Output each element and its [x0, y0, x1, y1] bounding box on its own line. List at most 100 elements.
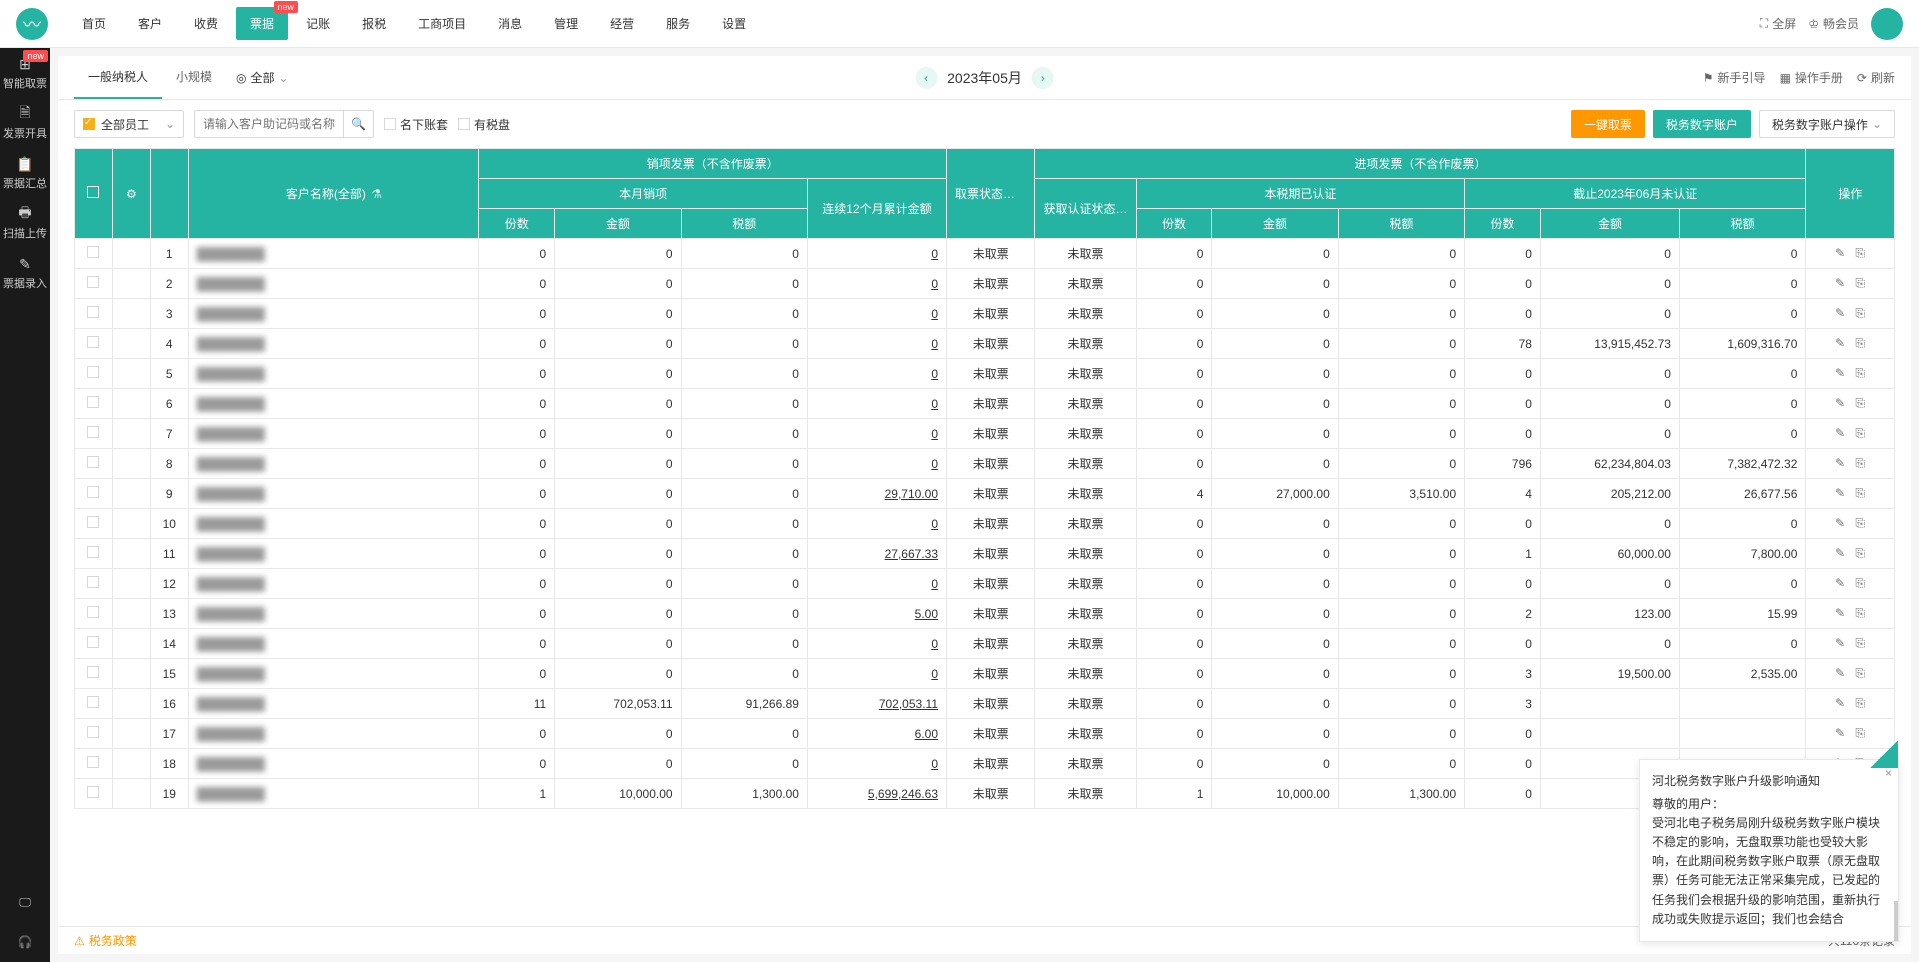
edit-icon[interactable]: ✎ — [1832, 606, 1848, 622]
topnav-item[interactable]: 客户 — [124, 7, 176, 40]
edit-icon[interactable]: ✎ — [1832, 726, 1848, 742]
scope-selector[interactable]: ◎ 全部 ⌄ — [236, 69, 289, 86]
topnav-item[interactable]: 经营 — [596, 7, 648, 40]
topnav-item[interactable]: 管理 — [540, 7, 592, 40]
fullscreen-button[interactable]: ⛶ 全屏 — [1760, 15, 1796, 32]
row-checkbox[interactable] — [75, 239, 113, 269]
topnav-item[interactable]: 报税 — [348, 7, 400, 40]
cumulative[interactable]: 0 — [807, 659, 946, 689]
row-checkbox[interactable] — [75, 329, 113, 359]
cumulative[interactable]: 0 — [807, 239, 946, 269]
sidebar-help[interactable]: 🎧 — [0, 922, 50, 962]
more-icon[interactable]: ⎘ — [1852, 696, 1868, 712]
topnav-item[interactable]: 记账 — [292, 7, 344, 40]
edit-icon[interactable]: ✎ — [1832, 366, 1848, 382]
row-checkbox[interactable] — [75, 749, 113, 779]
row-checkbox[interactable] — [75, 599, 113, 629]
row-checkbox[interactable] — [75, 359, 113, 389]
cumulative[interactable]: 5,699,246.63 — [807, 779, 946, 809]
tax-policy-link[interactable]: ⚠ 税务政策 — [74, 932, 137, 949]
customer-name[interactable]: ████████ — [188, 449, 479, 479]
more-icon[interactable]: ⎘ — [1852, 366, 1868, 382]
notification-close-button[interactable]: × — [1885, 764, 1892, 783]
cumulative[interactable]: 0 — [807, 419, 946, 449]
customer-name[interactable]: ████████ — [188, 659, 479, 689]
topnav-item[interactable]: 收费 — [180, 7, 232, 40]
edit-icon[interactable]: ✎ — [1832, 486, 1848, 502]
edit-icon[interactable]: ✎ — [1832, 546, 1848, 562]
cumulative[interactable]: 6.00 — [807, 719, 946, 749]
customer-name[interactable]: ████████ — [188, 389, 479, 419]
row-checkbox[interactable] — [75, 569, 113, 599]
topnav-item[interactable]: 票据new — [236, 7, 288, 40]
edit-icon[interactable]: ✎ — [1832, 576, 1848, 592]
row-checkbox[interactable] — [75, 479, 113, 509]
row-checkbox[interactable] — [75, 719, 113, 749]
row-checkbox[interactable] — [75, 779, 113, 809]
row-checkbox[interactable] — [75, 299, 113, 329]
more-icon[interactable]: ⎘ — [1852, 456, 1868, 472]
topnav-item[interactable]: 消息 — [484, 7, 536, 40]
more-icon[interactable]: ⎘ — [1852, 426, 1868, 442]
customer-name[interactable]: ████████ — [188, 569, 479, 599]
edit-icon[interactable]: ✎ — [1832, 666, 1848, 682]
customer-name[interactable]: ████████ — [188, 359, 479, 389]
cumulative[interactable]: 0 — [807, 629, 946, 659]
customer-name[interactable]: ████████ — [188, 329, 479, 359]
refresh-link[interactable]: ⟳刷新 — [1857, 69, 1895, 86]
more-icon[interactable]: ⎘ — [1852, 576, 1868, 592]
edit-icon[interactable]: ✎ — [1832, 396, 1848, 412]
date-next-button[interactable]: › — [1032, 67, 1054, 89]
search-input[interactable] — [194, 110, 344, 138]
edit-icon[interactable]: ✎ — [1832, 336, 1848, 352]
edit-icon[interactable]: ✎ — [1832, 456, 1848, 472]
customer-name[interactable]: ████████ — [188, 419, 479, 449]
topnav-item[interactable]: 服务 — [652, 7, 704, 40]
row-checkbox[interactable] — [75, 389, 113, 419]
member-button[interactable]: ♔ 畅会员 — [1808, 15, 1859, 32]
sidebar-item[interactable]: ✎票据录入 — [0, 248, 50, 298]
more-icon[interactable]: ⎘ — [1852, 666, 1868, 682]
cumulative[interactable]: 0 — [807, 389, 946, 419]
cumulative[interactable]: 5.00 — [807, 599, 946, 629]
sidebar-monitor[interactable]: 🖵 — [0, 882, 50, 922]
date-label[interactable]: 2023年05月 — [947, 68, 1022, 88]
has-disk-checkbox[interactable]: 有税盘 — [458, 116, 510, 133]
customer-name[interactable]: ████████ — [188, 719, 479, 749]
more-icon[interactable]: ⎘ — [1852, 246, 1868, 262]
cumulative[interactable]: 0 — [807, 569, 946, 599]
more-icon[interactable]: ⎘ — [1852, 336, 1868, 352]
tab[interactable]: 一般纳税人 — [74, 56, 162, 99]
tax-account-button[interactable]: 税务数字账户 — [1653, 110, 1751, 138]
topnav-item[interactable]: 设置 — [708, 7, 760, 40]
more-icon[interactable]: ⎘ — [1852, 276, 1868, 292]
more-icon[interactable]: ⎘ — [1852, 606, 1868, 622]
customer-name[interactable]: ████████ — [188, 779, 479, 809]
manual-link[interactable]: ▦操作手册 — [1780, 69, 1843, 86]
cumulative[interactable]: 29,710.00 — [807, 479, 946, 509]
cumulative[interactable]: 0 — [807, 329, 946, 359]
customer-name[interactable]: ████████ — [188, 629, 479, 659]
more-icon[interactable]: ⎘ — [1852, 396, 1868, 412]
customer-name[interactable]: ████████ — [188, 239, 479, 269]
under-account-checkbox[interactable]: 名下账套 — [384, 116, 448, 133]
avatar[interactable] — [1871, 8, 1903, 40]
customer-name[interactable]: ████████ — [188, 479, 479, 509]
cumulative[interactable]: 0 — [807, 449, 946, 479]
customer-name[interactable]: ████████ — [188, 299, 479, 329]
sidebar-item[interactable]: 🖶扫描上传 — [0, 198, 50, 248]
row-checkbox[interactable] — [75, 269, 113, 299]
topnav-item[interactable]: 首页 — [68, 7, 120, 40]
customer-name[interactable]: ████████ — [188, 509, 479, 539]
edit-icon[interactable]: ✎ — [1832, 426, 1848, 442]
edit-icon[interactable]: ✎ — [1832, 696, 1848, 712]
fetch-button[interactable]: 一键取票 — [1571, 110, 1645, 138]
more-icon[interactable]: ⎘ — [1852, 306, 1868, 322]
sidebar-item[interactable]: 📋票据汇总 — [0, 148, 50, 198]
row-checkbox[interactable] — [75, 659, 113, 689]
row-checkbox[interactable] — [75, 509, 113, 539]
edit-icon[interactable]: ✎ — [1832, 636, 1848, 652]
edit-icon[interactable]: ✎ — [1832, 276, 1848, 292]
cumulative[interactable]: 0 — [807, 359, 946, 389]
tax-ops-button[interactable]: 税务数字账户操作⌄ — [1759, 110, 1895, 138]
